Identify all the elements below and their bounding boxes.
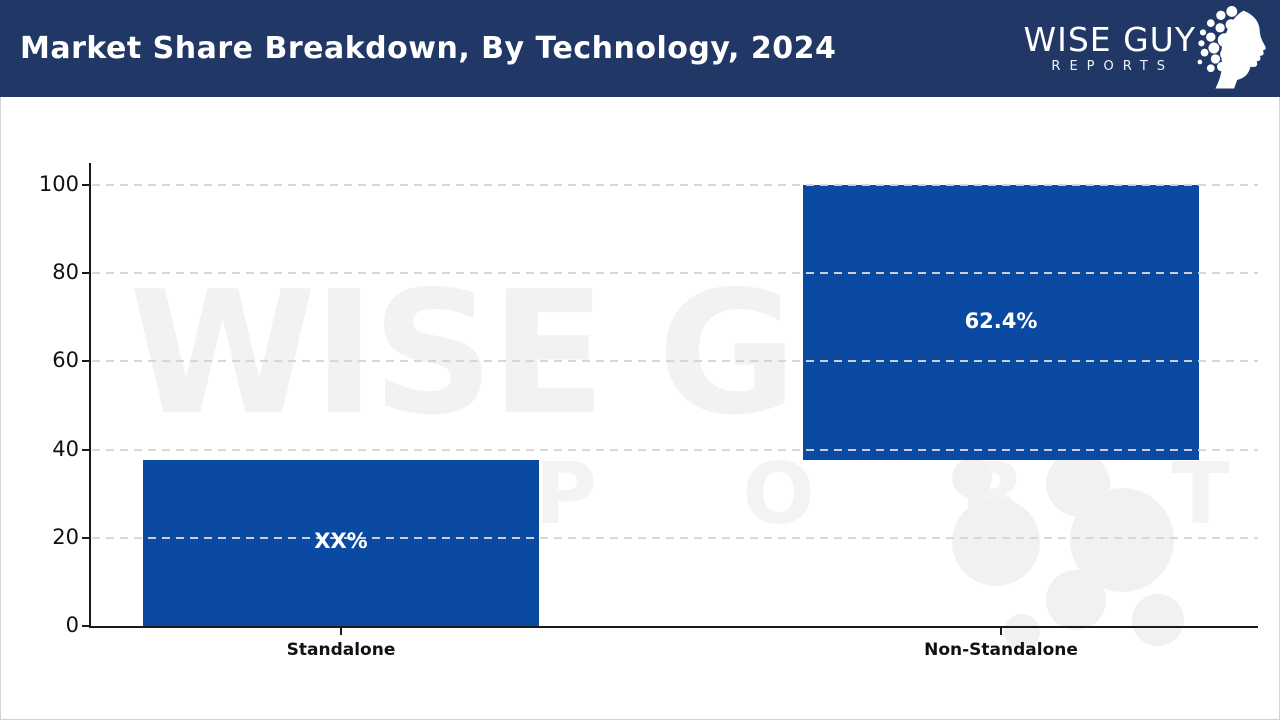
y-axis-tick-label: 60 [52,348,79,373]
gridline-y40 [92,448,1258,451]
logo-wordmark: WISE GUY REPORTS [1023,19,1196,75]
logo-brand-subtitle: REPORTS [1051,59,1175,75]
logo-brand-name: WISE GUY [1023,19,1196,59]
x-axis-tickmark [340,628,342,635]
y-axis-tickmark [82,625,89,627]
y-axis-tick-label: 100 [38,172,79,196]
y-axis-spine [89,163,91,628]
logo: WISE GUY REPORTS [1023,6,1270,90]
gridline-y20 [92,536,1258,539]
x-axis-category-label: Standalone [286,640,396,660]
y-axis-tickmark [82,448,89,451]
bar-standalone [143,460,539,626]
dotted-head-profile-icon [1197,6,1266,89]
chart-title: Market Share Breakdown, By Technology, 2… [20,31,837,66]
y-axis-tick-label: 80 [52,260,79,285]
y-axis-tick-label: 0 [65,613,79,637]
x-axis-category-label: Non-Standalone [924,640,1078,660]
y-axis-tickmark [82,360,89,363]
gridline-y100 [92,184,1258,186]
x-axis-spine [89,626,1258,628]
bar-non-standalone [803,185,1199,461]
bar-value-label: 62.4% [964,308,1038,333]
chart-canvas: WISE GU E P O R T S 020406080100XX%Stand… [0,97,1280,720]
y-axis-tick-label: 20 [52,524,79,549]
y-axis-tickmark [82,272,89,275]
gridline-y80 [92,272,1258,275]
bar-value-label: XX% [314,529,368,554]
header-bar: Market Share Breakdown, By Technology, 2… [0,0,1280,97]
y-axis-tickmark [82,536,89,539]
x-axis-tickmark [1000,628,1002,635]
gridline-y60 [92,360,1258,363]
y-axis-tick-label: 40 [52,436,79,461]
y-axis-tickmark [82,184,89,186]
